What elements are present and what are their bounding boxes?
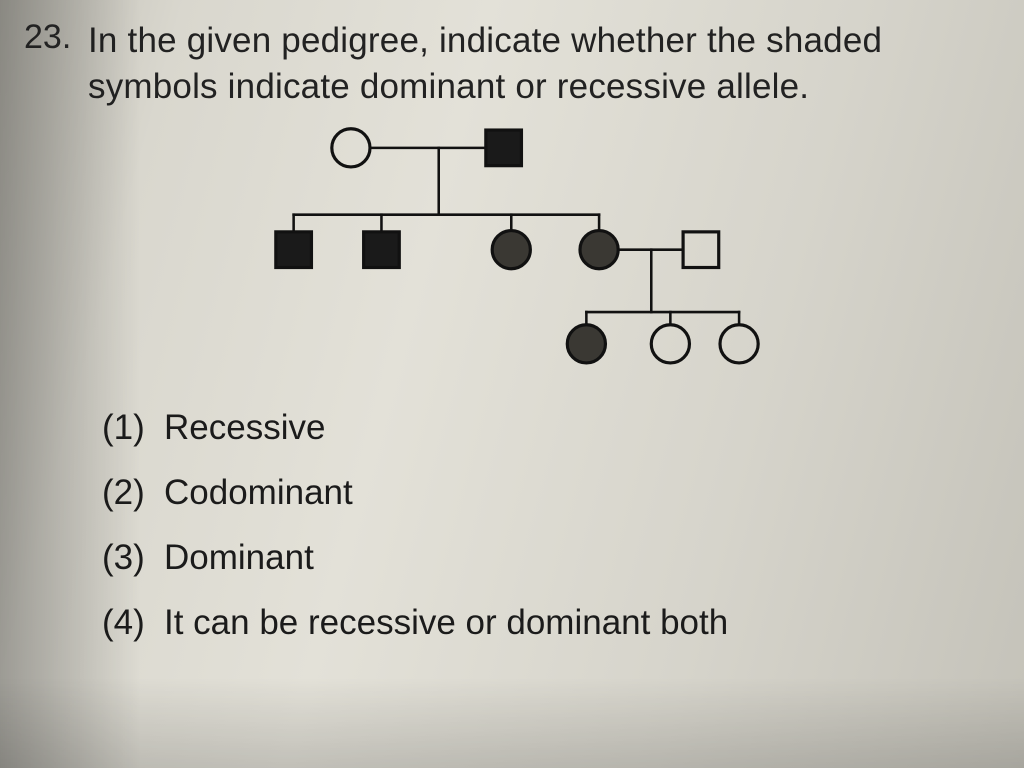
option-number: (1) (102, 396, 164, 461)
option-3: (3) Dominant (102, 526, 996, 591)
question-line-2: symbols indicate dominant or recessive a… (88, 67, 809, 106)
option-label: Recessive (164, 396, 325, 461)
option-number: (4) (102, 591, 164, 656)
question-line-1: In the given pedigree, indicate whether … (88, 21, 882, 60)
page-shadow-bottom (0, 678, 1024, 768)
option-number: (3) (102, 526, 164, 591)
question-text: In the given pedigree, indicate whether … (88, 18, 882, 110)
option-2: (2) Codominant (102, 461, 996, 526)
answer-options: (1) Recessive (2) Codominant (3) Dominan… (102, 396, 996, 655)
question-number: 23. (24, 18, 88, 57)
option-number: (2) (102, 461, 164, 526)
option-4: (4) It can be recessive or dominant both (102, 591, 996, 656)
option-label: Codominant (164, 461, 353, 526)
option-1: (1) Recessive (102, 396, 996, 461)
question-block: 23. In the given pedigree, indicate whet… (24, 18, 996, 110)
page: 23. In the given pedigree, indicate whet… (0, 0, 1024, 768)
option-label: Dominant (164, 526, 314, 591)
pedigree-diagram (24, 116, 996, 382)
option-label: It can be recessive or dominant both (164, 591, 728, 656)
pedigree-svg (230, 116, 790, 377)
